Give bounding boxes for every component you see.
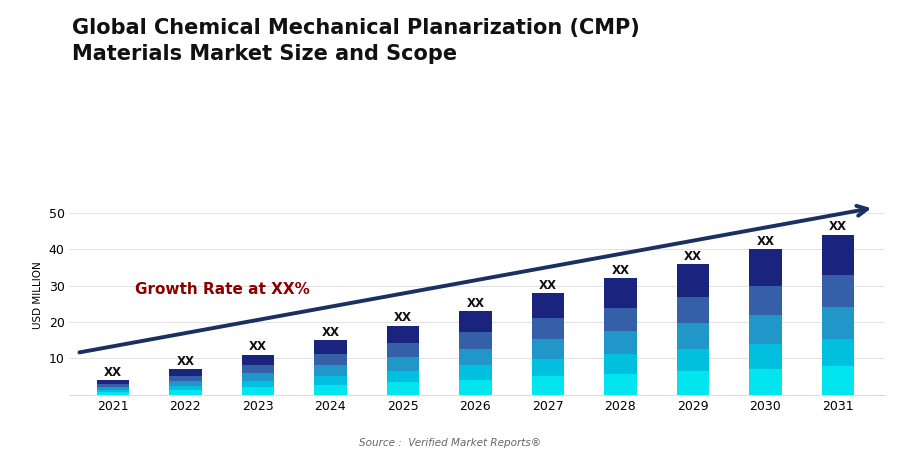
Bar: [314, 340, 346, 354]
Bar: [387, 357, 419, 370]
Bar: [677, 264, 709, 297]
Y-axis label: USD MILLION: USD MILLION: [33, 261, 43, 328]
Bar: [459, 380, 491, 395]
Text: XX: XX: [249, 340, 267, 353]
Bar: [677, 323, 709, 349]
Bar: [314, 376, 346, 385]
Bar: [532, 359, 564, 376]
Bar: [459, 332, 491, 349]
Bar: [459, 365, 491, 380]
Bar: [532, 339, 564, 359]
Bar: [677, 371, 709, 395]
Bar: [96, 387, 130, 390]
Bar: [241, 364, 274, 373]
Bar: [822, 339, 854, 366]
Bar: [604, 307, 636, 331]
Bar: [96, 392, 130, 395]
Bar: [169, 381, 202, 386]
Bar: [532, 293, 564, 319]
Text: Global Chemical Mechanical Planarization (CMP)
Materials Market Size and Scope: Global Chemical Mechanical Planarization…: [72, 18, 640, 63]
Bar: [96, 384, 130, 387]
Text: XX: XX: [321, 326, 339, 339]
Bar: [677, 297, 709, 323]
Text: Growth Rate at XX%: Growth Rate at XX%: [135, 282, 310, 297]
Bar: [677, 349, 709, 371]
Bar: [314, 364, 346, 376]
Text: XX: XX: [539, 279, 557, 292]
Text: XX: XX: [829, 220, 847, 234]
Bar: [241, 355, 274, 365]
Bar: [241, 387, 274, 395]
Text: XX: XX: [104, 366, 122, 378]
Text: XX: XX: [466, 297, 484, 310]
Bar: [822, 235, 854, 275]
Bar: [749, 344, 782, 369]
Bar: [604, 354, 636, 374]
Text: XX: XX: [176, 355, 194, 368]
Bar: [314, 385, 346, 395]
Bar: [749, 249, 782, 286]
Bar: [459, 311, 491, 332]
Bar: [749, 369, 782, 395]
Text: XX: XX: [394, 311, 412, 324]
Bar: [387, 343, 419, 357]
Bar: [314, 354, 346, 364]
Bar: [532, 319, 564, 339]
Bar: [387, 382, 419, 395]
Bar: [749, 286, 782, 315]
Text: XX: XX: [756, 235, 774, 248]
Bar: [822, 275, 854, 307]
Bar: [387, 370, 419, 382]
Bar: [96, 380, 130, 384]
Bar: [604, 331, 636, 354]
Bar: [604, 374, 636, 395]
Bar: [604, 279, 636, 307]
Bar: [532, 376, 564, 395]
Bar: [169, 376, 202, 381]
Bar: [749, 315, 782, 344]
Bar: [822, 366, 854, 395]
Text: XX: XX: [611, 264, 629, 277]
Bar: [169, 390, 202, 395]
Text: XX: XX: [684, 249, 702, 262]
Bar: [822, 307, 854, 339]
Bar: [96, 390, 130, 392]
Bar: [387, 326, 419, 343]
Bar: [169, 386, 202, 390]
Text: Source :  Verified Market Reports®: Source : Verified Market Reports®: [359, 438, 541, 448]
Bar: [241, 381, 274, 387]
Bar: [169, 369, 202, 376]
Bar: [459, 349, 491, 365]
Bar: [241, 373, 274, 381]
